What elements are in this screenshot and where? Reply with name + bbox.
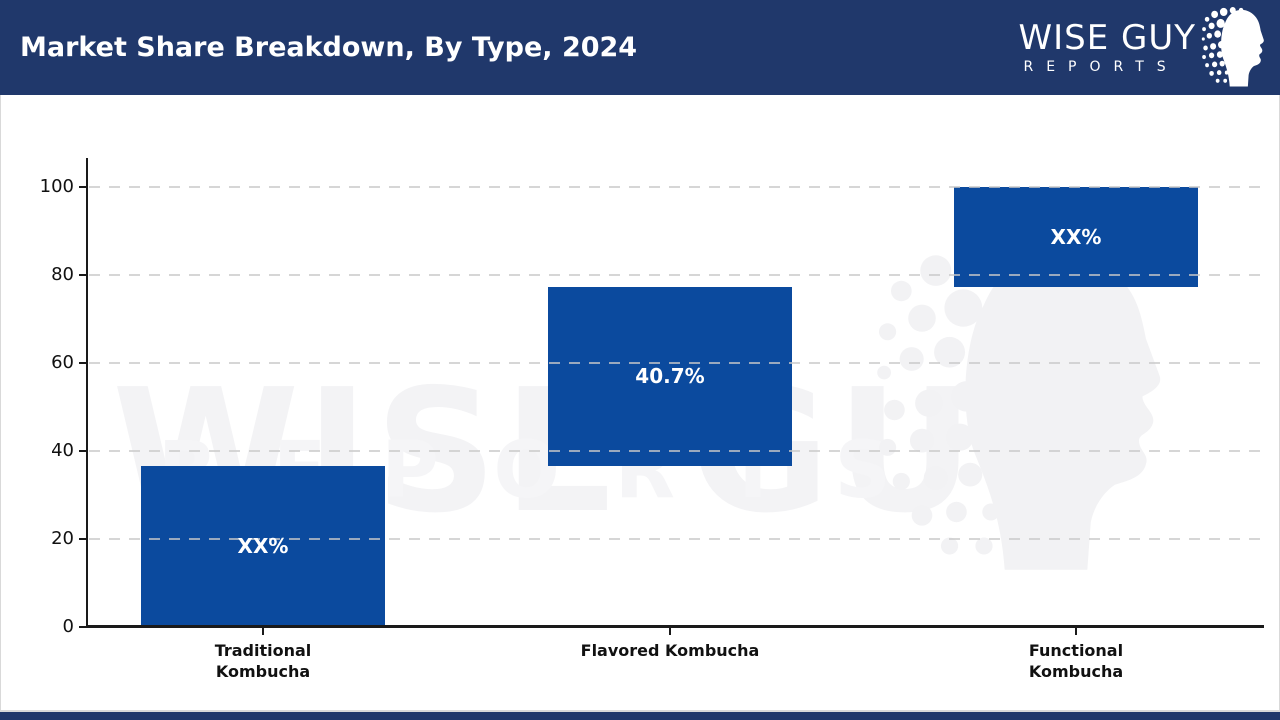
- y-tick-label-100: 100: [39, 176, 74, 197]
- footer-bar: [0, 712, 1280, 720]
- x-axis-line: [86, 625, 1264, 628]
- y-tick-label-60: 60: [51, 352, 74, 373]
- y-tick-label-20: 20: [51, 528, 74, 549]
- brand-logo: WISE GUY REPORTS: [1018, 6, 1266, 90]
- x-tick-mark-traditional-kombucha: [262, 628, 264, 635]
- y-tick-mark-60: [79, 362, 87, 364]
- y-tick-mark-0: [79, 626, 87, 628]
- wiseguy-wordmark: WISE GUY REPORTS: [1018, 20, 1196, 76]
- bar-functional-kombucha: [954, 187, 1198, 287]
- x-tick-mark-flavored-kombucha: [669, 628, 671, 635]
- bar-traditional-kombucha: [141, 465, 385, 627]
- gridline-y-20: [89, 538, 1262, 540]
- x-tick-mark-functional-kombucha: [1075, 628, 1077, 635]
- y-tick-label-80: 80: [51, 264, 74, 285]
- y-tick-label-0: 0: [62, 616, 74, 637]
- gridline-y-80: [89, 274, 1262, 276]
- gridline-y-40: [89, 450, 1262, 452]
- page-title: Market Share Breakdown, By Type, 2024: [20, 32, 638, 63]
- gridline-y-100: [89, 186, 1262, 188]
- y-axis-line: [86, 158, 88, 628]
- logo-tagline: REPORTS: [1023, 59, 1179, 75]
- gridline-y-60: [89, 362, 1262, 364]
- x-category-label-traditional-kombucha: Traditional Kombucha: [214, 641, 312, 681]
- logo-brand-name: WISE GUY: [1018, 18, 1196, 58]
- y-tick-mark-100: [79, 186, 87, 188]
- y-tick-mark-80: [79, 274, 87, 276]
- wiseguy-face-icon: [1201, 7, 1264, 87]
- bar-value-label-flavored-kombucha: 40.7%: [635, 364, 705, 389]
- x-category-label-flavored-kombucha: Flavored Kombucha: [580, 641, 760, 660]
- y-tick-label-40: 40: [51, 440, 74, 461]
- y-tick-mark-20: [79, 538, 87, 540]
- bar-flavored-kombucha: [548, 286, 792, 466]
- x-category-label-functional-kombucha: Functional Kombucha: [1028, 641, 1124, 681]
- header: Market Share Breakdown, By Type, 2024 WI…: [0, 0, 1280, 95]
- bar-value-label-functional-kombucha: XX%: [1050, 224, 1102, 249]
- bar-value-label-traditional-kombucha: XX%: [237, 534, 289, 559]
- y-tick-mark-40: [79, 450, 87, 452]
